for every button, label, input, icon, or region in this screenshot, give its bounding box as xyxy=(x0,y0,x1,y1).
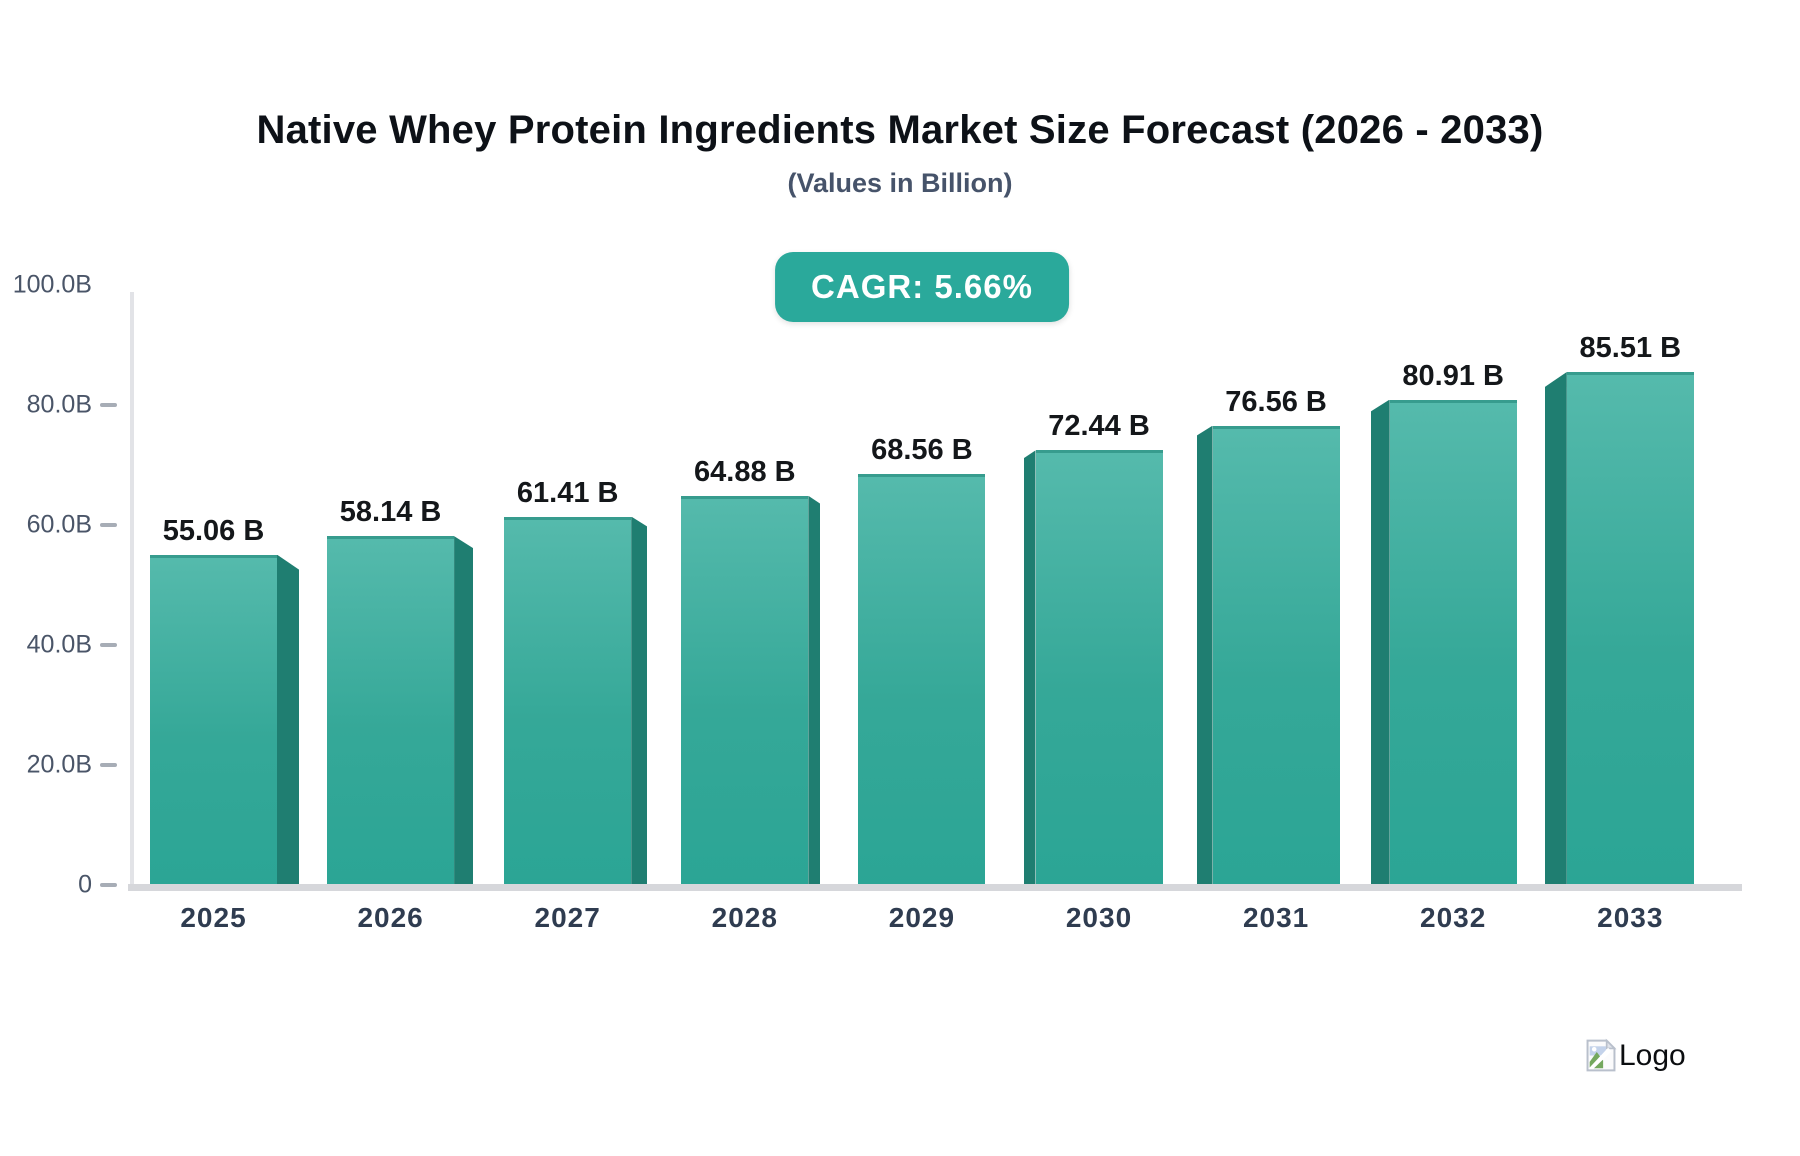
y-axis-label: 20.0B xyxy=(26,750,92,779)
x-axis-baseline xyxy=(128,884,1742,891)
bar xyxy=(1389,399,1517,885)
bar xyxy=(681,495,809,885)
bar-side-face xyxy=(808,495,821,885)
bar xyxy=(1566,371,1694,885)
x-axis-label: 2025 xyxy=(180,902,247,933)
bar-value-label: 72.44 B xyxy=(1048,410,1150,443)
bar-side-face xyxy=(1023,450,1036,885)
bar-value-label: 85.51 B xyxy=(1579,331,1682,364)
cagr-badge: CAGR: 5.66% xyxy=(775,252,1069,322)
bar-value-label: 76.56 B xyxy=(1225,385,1327,418)
chart-subtitle: (Values in Billion) xyxy=(787,168,1013,198)
bar-value-label: 80.91 B xyxy=(1402,359,1504,392)
broken-image-icon xyxy=(1586,1038,1617,1072)
bar-side-face xyxy=(1544,371,1567,885)
x-axis-label: 2027 xyxy=(534,902,601,933)
bar-side-face xyxy=(1370,399,1390,885)
bar xyxy=(1035,450,1163,885)
y-axis-tick xyxy=(100,883,117,887)
bar xyxy=(858,473,986,885)
chart-title: Native Whey Protein Ingredients Market S… xyxy=(256,108,1544,152)
y-axis-label: 100.0B xyxy=(12,270,92,299)
bar xyxy=(504,516,632,885)
x-axis-label: 2032 xyxy=(1420,902,1487,933)
y-axis-label: 60.0B xyxy=(26,510,92,539)
x-axis-label: 2028 xyxy=(711,902,778,933)
bar xyxy=(327,536,455,885)
logo: Logo xyxy=(1584,1038,1686,1073)
x-axis-label: 2030 xyxy=(1065,902,1133,933)
bar xyxy=(1212,425,1340,885)
y-axis-line xyxy=(130,292,134,885)
y-axis-tick xyxy=(100,643,117,647)
bar-value-label: 58.14 B xyxy=(339,496,442,529)
bar xyxy=(150,554,277,885)
bar-value-label: 64.88 B xyxy=(694,455,796,488)
y-axis-label: 40.0B xyxy=(26,630,92,659)
logo-text: Logo xyxy=(1619,1039,1686,1072)
y-axis-tick xyxy=(100,523,117,527)
bar-side-face xyxy=(277,554,299,885)
bar-side-face xyxy=(631,516,648,885)
y-axis-tick xyxy=(100,403,117,407)
bar-side-face xyxy=(1196,425,1213,885)
x-axis-label: 2026 xyxy=(357,902,424,933)
x-axis-label: 2029 xyxy=(888,902,956,933)
bar-value-label: 61.41 B xyxy=(516,476,619,509)
y-axis-label: 80.0B xyxy=(26,390,92,419)
x-axis-label: 2033 xyxy=(1597,902,1664,933)
y-axis-tick xyxy=(100,763,117,767)
bar-value-label: 55.06 B xyxy=(162,514,265,547)
bar-value-label: 68.56 B xyxy=(871,433,973,466)
bar-side-face xyxy=(454,536,474,885)
y-axis-label: 0 xyxy=(78,870,92,899)
x-axis-label: 2031 xyxy=(1242,902,1310,933)
